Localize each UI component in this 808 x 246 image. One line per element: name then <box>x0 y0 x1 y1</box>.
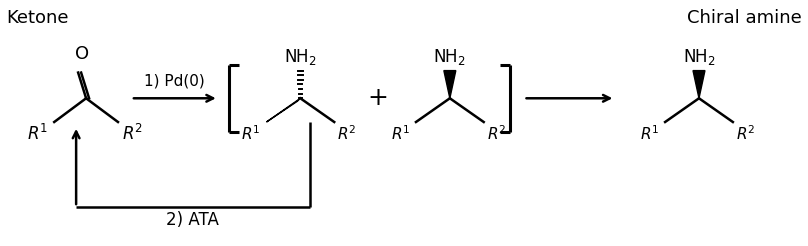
Text: $R^2$: $R^2$ <box>486 124 506 143</box>
Text: NH$_2$: NH$_2$ <box>433 47 466 67</box>
Polygon shape <box>693 71 705 98</box>
Text: $R^1$: $R^1$ <box>27 124 48 144</box>
Text: +: + <box>368 86 389 110</box>
Text: Chiral amine: Chiral amine <box>687 9 802 27</box>
Text: Ketone: Ketone <box>6 9 69 27</box>
Polygon shape <box>444 71 456 98</box>
Polygon shape <box>267 98 301 122</box>
Text: $R^2$: $R^2$ <box>122 124 143 144</box>
Text: 1) Pd(0): 1) Pd(0) <box>145 73 205 88</box>
Text: $R^2$: $R^2$ <box>337 124 356 143</box>
Text: 2) ATA: 2) ATA <box>166 211 219 229</box>
Text: $R^1$: $R^1$ <box>390 124 410 143</box>
Text: NH$_2$: NH$_2$ <box>284 47 317 67</box>
Text: NH$_2$: NH$_2$ <box>683 47 715 67</box>
Text: $R^2$: $R^2$ <box>736 124 755 143</box>
Text: $R^1$: $R^1$ <box>640 124 659 143</box>
Text: $R^1$: $R^1$ <box>241 124 260 143</box>
Text: O: O <box>75 45 89 63</box>
